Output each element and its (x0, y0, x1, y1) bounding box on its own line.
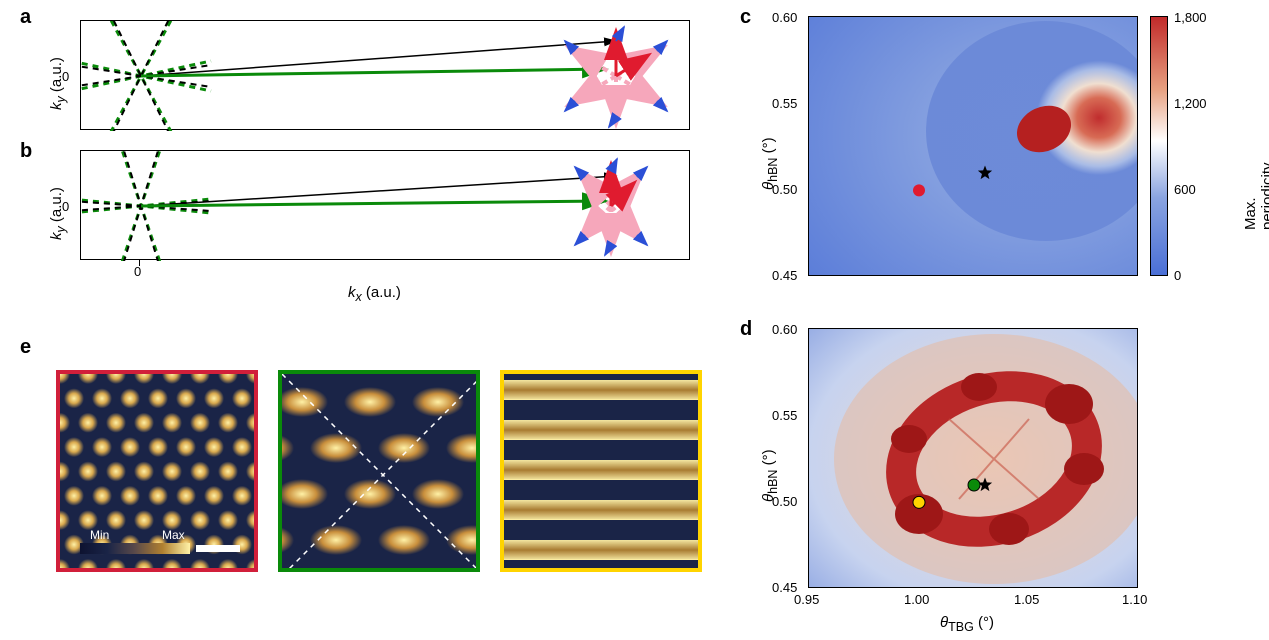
moire-panel-red: Min Max (56, 370, 258, 572)
colorbar (1150, 16, 1168, 276)
ytick-a: 0 (62, 69, 69, 84)
kspace-svg-b (81, 151, 691, 261)
cbar-t-1800: 1,800 (1174, 10, 1207, 25)
kspace-plot-a (80, 20, 690, 130)
ytick-c-055: 0.55 (772, 96, 797, 111)
ytick-b: 0 (62, 199, 69, 214)
kspace-plot-b (80, 150, 690, 260)
colorbar-label: Max. periodicity (nm) (1242, 162, 1269, 230)
xtick-095: 0.95 (794, 592, 819, 607)
ytick-d-055: 0.55 (772, 408, 797, 423)
panel-label-b: b (20, 140, 32, 163)
ytick-c-045: 0.45 (772, 268, 797, 283)
heatmap-d (808, 328, 1138, 588)
heatmap-d-svg (809, 329, 1138, 588)
moire-panel-yellow (500, 370, 702, 572)
moire-colormap-bar (80, 543, 190, 554)
ytick-c-060: 0.60 (772, 10, 797, 25)
ytick-c-050: 0.50 (772, 182, 797, 197)
heatmap-c-svg (809, 17, 1138, 276)
xtick-110: 1.10 (1122, 592, 1147, 607)
moire-min-label: Min (90, 528, 109, 542)
xtick-100: 1.00 (904, 592, 929, 607)
cbar-t-1200: 1,200 (1174, 96, 1207, 111)
panel-label-e: e (20, 336, 31, 359)
xlabel-theta-tbg: θTBG (°) (940, 614, 994, 634)
moire-max-label: Max (162, 528, 185, 542)
moire-panel-green (278, 370, 480, 572)
kspace-svg-a (81, 21, 691, 131)
xtick-105: 1.05 (1014, 592, 1039, 607)
heatmap-c (808, 16, 1138, 276)
ytick-d-050: 0.50 (772, 494, 797, 509)
panel-label-a: a (20, 6, 31, 29)
panel-label-c: c (740, 6, 751, 29)
xtick-mark (139, 260, 140, 266)
xlabel-kx: kx (a.u.) (348, 284, 401, 304)
cbar-t-600: 600 (1174, 182, 1196, 197)
ytick-d-060: 0.60 (772, 322, 797, 337)
moire-green-svg (282, 374, 480, 572)
panel-label-d: d (740, 318, 752, 341)
moire-yellow-svg (504, 374, 702, 572)
moire-scalebar (196, 545, 240, 552)
xtick-b: 0 (134, 264, 141, 279)
cbar-t-0: 0 (1174, 268, 1181, 283)
